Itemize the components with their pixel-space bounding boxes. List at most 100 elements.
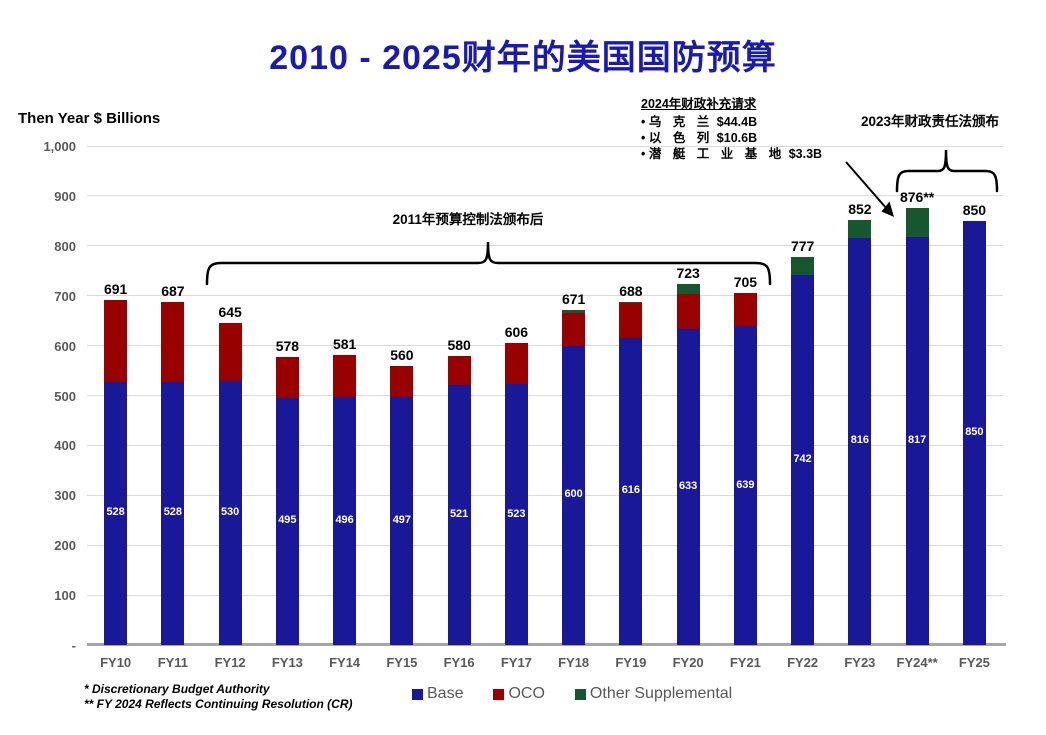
bar-total-label: 606 bbox=[504, 323, 529, 340]
x-tick-label-FY18: FY18 bbox=[558, 655, 590, 670]
page-title: 2010 - 2025财年的美国国防预算 bbox=[269, 39, 777, 77]
bar-segment-base bbox=[905, 237, 929, 645]
footnote-line: ** FY 2024 Reflects Continuing Resolutio… bbox=[84, 697, 353, 711]
bar-segment-base bbox=[562, 345, 586, 645]
footnote-line: * Discretionary Budget Authority bbox=[84, 682, 270, 696]
bar-segment-oco bbox=[218, 323, 242, 381]
bar-segment-base bbox=[848, 237, 872, 645]
annotation-2024-item: • 潜 艇 工 业 基 地 $3.3B bbox=[641, 146, 822, 162]
gridline-200 bbox=[87, 544, 1003, 546]
y-tick-label: 300 bbox=[54, 488, 76, 504]
x-axis-line bbox=[87, 643, 1006, 646]
bar-segment-oco bbox=[161, 302, 185, 382]
gridline-400 bbox=[87, 444, 1003, 446]
bar-base-label: 497 bbox=[392, 513, 412, 526]
legend-item-other-supplemental: Other Supplemental bbox=[574, 685, 732, 703]
x-tick-label-FY22: FY22 bbox=[787, 655, 819, 670]
annotation-item-label: 以 色 列 bbox=[648, 131, 714, 145]
x-tick-label-FY11: FY11 bbox=[157, 655, 189, 670]
bar-segment-oco bbox=[562, 313, 586, 346]
bar-base-label: 616 bbox=[621, 484, 641, 497]
legend-item-base: Base bbox=[412, 685, 463, 703]
y-tick-label: 500 bbox=[54, 388, 76, 404]
annotation-2024-title: 2024年财政补充请求 bbox=[641, 97, 757, 111]
bar-total-label: 580 bbox=[447, 336, 471, 353]
y-tick-label: 700 bbox=[54, 288, 76, 304]
bullet-icon: • bbox=[641, 147, 649, 161]
y-tick-label: 900 bbox=[54, 188, 76, 204]
gridline-500 bbox=[87, 395, 1003, 396]
x-tick-label-FY13: FY13 bbox=[271, 655, 303, 670]
legend-swatch-icon bbox=[412, 688, 423, 700]
bar-total-label: 777 bbox=[790, 238, 815, 255]
bar-segment-oco bbox=[104, 300, 128, 382]
x-tick-label-FY14: FY14 bbox=[329, 655, 361, 670]
bar-segment-oco bbox=[504, 342, 528, 384]
x-tick-label-FY15: FY15 bbox=[386, 655, 418, 670]
x-tick-label-FY21: FY21 bbox=[729, 655, 761, 670]
bar-segment-base bbox=[791, 274, 815, 645]
bar-segment-oco bbox=[333, 355, 357, 398]
annotation-2024-item: • 乌 克 兰 $44.4B bbox=[641, 114, 822, 130]
bar-base-label: 528 bbox=[106, 506, 125, 519]
bar-segment-oco bbox=[733, 293, 757, 327]
bar-segment-other-supplemental bbox=[619, 301, 643, 304]
bar-base-label: 530 bbox=[220, 505, 240, 518]
bar-segment-other-supplemental bbox=[676, 284, 700, 294]
x-tick-label-FY16: FY16 bbox=[443, 655, 475, 670]
bar-segment-base bbox=[619, 337, 643, 645]
bar-segment-base bbox=[676, 329, 700, 645]
gridline-300 bbox=[87, 494, 1003, 496]
bar-segment-base bbox=[390, 396, 414, 645]
legend-swatch-icon bbox=[493, 688, 505, 700]
x-tick-label-FY17: FY17 bbox=[500, 655, 532, 670]
x-tick-label-FY20: FY20 bbox=[672, 655, 704, 670]
legend-swatch-icon bbox=[574, 688, 586, 700]
bar-total-label: 581 bbox=[332, 336, 357, 353]
bar-segment-base bbox=[447, 385, 471, 645]
bar-segment-base bbox=[161, 381, 185, 645]
footnotes: * Discretionary Budget Authority ** FY 20… bbox=[84, 682, 352, 712]
x-tick-label-FY19: FY19 bbox=[615, 655, 647, 670]
bar-total-label: 645 bbox=[218, 304, 242, 321]
annotation-2024-item: • 以 色 列 $10.6B bbox=[641, 130, 822, 146]
y-tick-label: 1,000 bbox=[43, 139, 76, 154]
bar-base-label: 639 bbox=[736, 478, 755, 491]
bar-base-label: 850 bbox=[965, 425, 984, 438]
bar-segment-other-supplemental bbox=[791, 257, 815, 275]
bar-base-label: 817 bbox=[907, 434, 927, 447]
annotation-item-value: $10.6B bbox=[713, 131, 758, 145]
annotation-2011-bca: 2011年预算控制法颁布后 bbox=[392, 212, 544, 227]
bar-segment-base bbox=[104, 381, 128, 645]
bar-segment-oco bbox=[447, 355, 471, 386]
legend-item-oco: OCO bbox=[493, 685, 545, 703]
bar-total-label: 671 bbox=[561, 291, 586, 308]
bar-total-label: 705 bbox=[733, 274, 758, 291]
x-tick-label-FY12: FY12 bbox=[214, 655, 246, 670]
bar-base-label: 523 bbox=[507, 507, 526, 520]
gridline-1000 bbox=[87, 145, 1003, 147]
bar-total-label: 688 bbox=[619, 282, 643, 299]
bar-segment-oco bbox=[275, 356, 299, 398]
bullet-icon: • bbox=[641, 131, 649, 145]
annotation-item-value: $3.3B bbox=[785, 147, 823, 161]
bar-base-label: 521 bbox=[449, 508, 469, 520]
annotation-item-value: $44.4B bbox=[713, 115, 758, 129]
bar-total-label: 723 bbox=[676, 265, 700, 282]
bar-base-label: 495 bbox=[278, 514, 297, 527]
bar-segment-oco bbox=[676, 293, 700, 330]
annotation-item-label: 乌 克 兰 bbox=[648, 115, 714, 129]
y-tick-label: 600 bbox=[54, 338, 76, 354]
bar-segment-oco bbox=[619, 303, 643, 338]
bar-base-label: 600 bbox=[564, 488, 583, 501]
bar-segment-base bbox=[333, 397, 357, 645]
bar-segment-base bbox=[218, 380, 242, 645]
x-tick-label-FY25: FY25 bbox=[958, 655, 990, 670]
bar-total-label: 691 bbox=[103, 281, 128, 298]
legend: Base OCO Other Supplemental bbox=[412, 685, 732, 703]
bar-total-label: 560 bbox=[390, 346, 414, 363]
y-tick-label: 800 bbox=[54, 238, 76, 254]
bar-total-label: 852 bbox=[848, 200, 872, 217]
y-tick-label: - bbox=[71, 638, 76, 653]
